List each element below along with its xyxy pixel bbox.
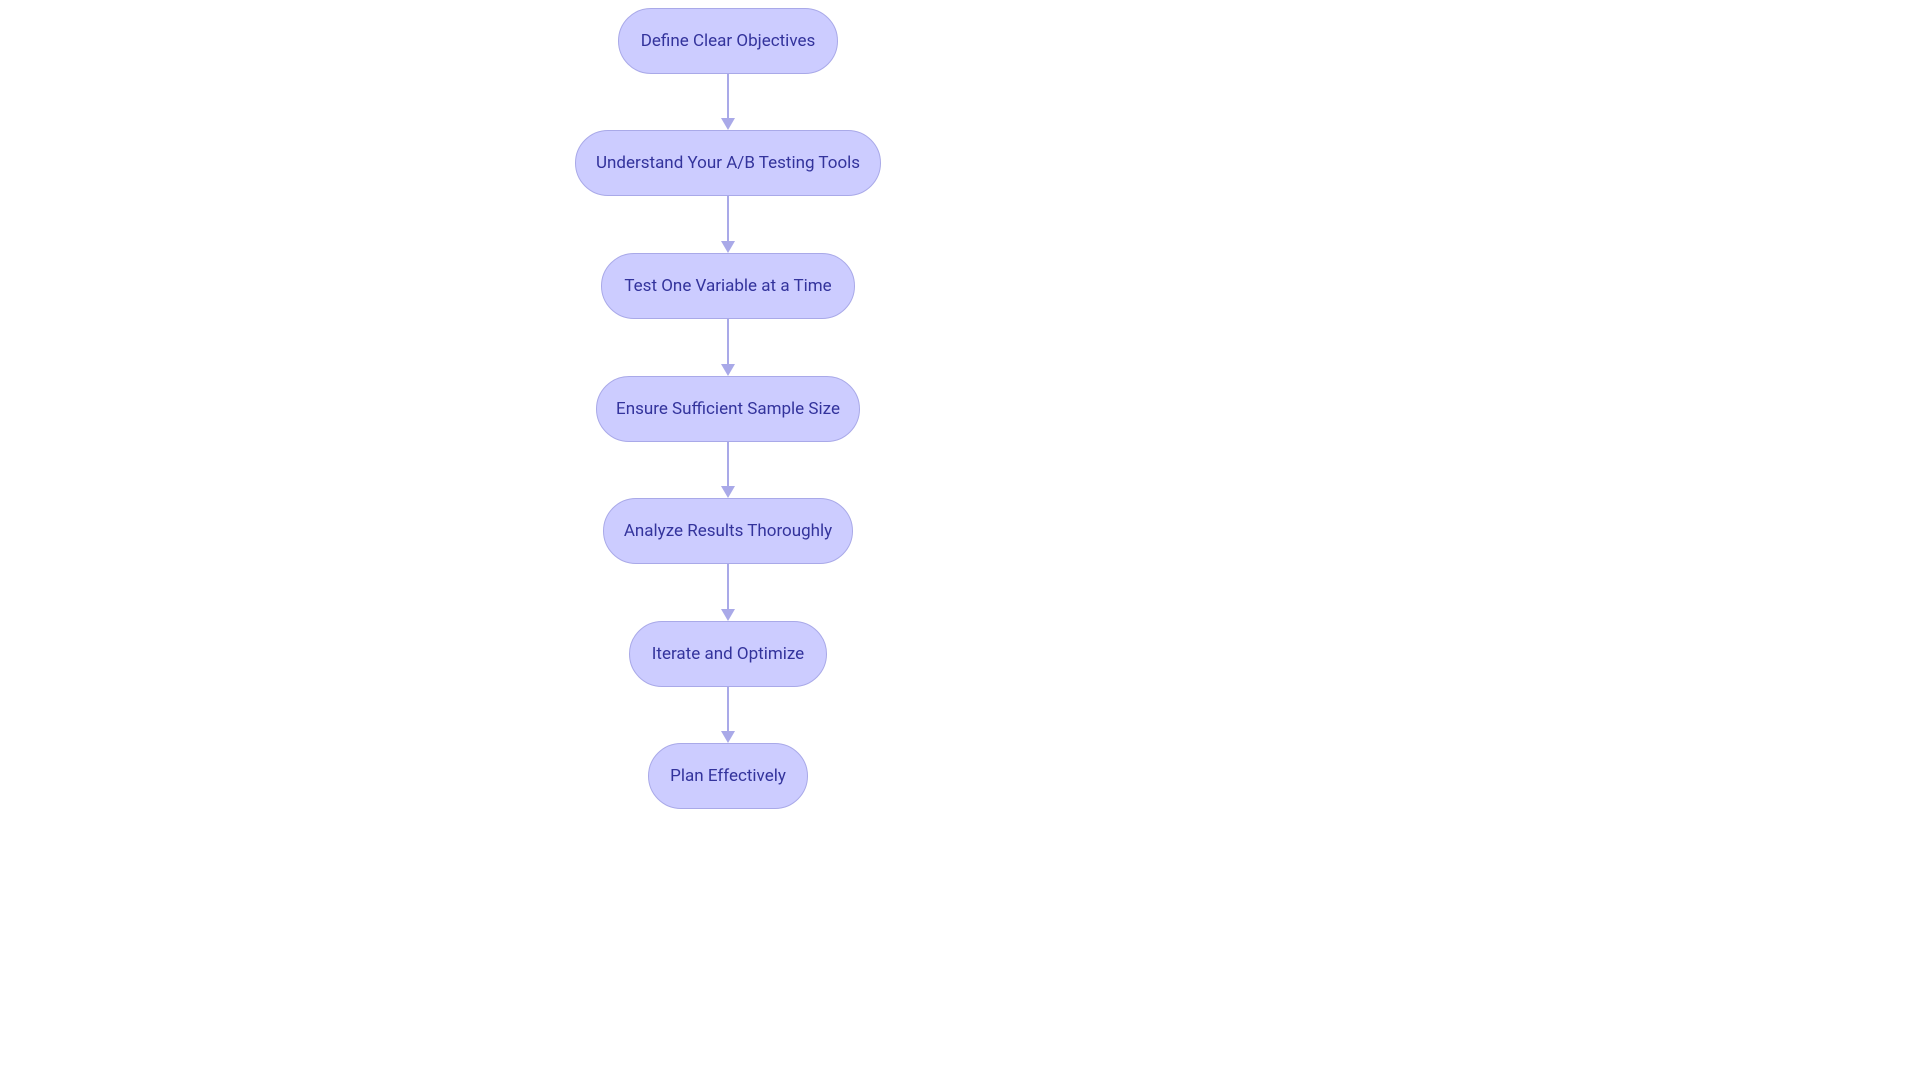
flowchart-edge-line	[727, 442, 729, 486]
flowchart-node: Iterate and Optimize	[629, 621, 827, 687]
flowchart-node-label: Analyze Results Thoroughly	[624, 521, 832, 541]
flowchart-arrowhead-icon	[721, 486, 735, 498]
flowchart-node: Define Clear Objectives	[618, 8, 838, 74]
flowchart-node-label: Test One Variable at a Time	[624, 276, 831, 296]
flowchart-node-label: Plan Effectively	[670, 766, 786, 786]
flowchart-node: Plan Effectively	[648, 743, 808, 809]
flowchart-edge	[721, 564, 735, 621]
flowchart-node-label: Iterate and Optimize	[652, 644, 804, 664]
flowchart-node: Understand Your A/B Testing Tools	[575, 130, 881, 196]
flowchart-edge-line	[727, 319, 729, 364]
flowchart-edge	[721, 319, 735, 376]
flowchart-arrowhead-icon	[721, 609, 735, 621]
flowchart-node: Analyze Results Thoroughly	[603, 498, 853, 564]
flowchart-arrowhead-icon	[721, 364, 735, 376]
flowchart-arrowhead-icon	[721, 241, 735, 253]
flowchart-canvas: Define Clear Objectives Understand Your A…	[0, 0, 1920, 1083]
flowchart-edge	[721, 687, 735, 743]
flowchart-edge-line	[727, 196, 729, 241]
flowchart-node: Ensure Sufficient Sample Size	[596, 376, 860, 442]
flowchart-edge	[721, 196, 735, 253]
flowchart-edge	[721, 74, 735, 130]
flowchart-arrowhead-icon	[721, 731, 735, 743]
flowchart-edge-line	[727, 564, 729, 609]
flowchart-edge	[721, 442, 735, 498]
flowchart-arrowhead-icon	[721, 118, 735, 130]
flowchart-edge-line	[727, 687, 729, 731]
flowchart-node-label: Ensure Sufficient Sample Size	[616, 399, 840, 419]
flowchart-edge-line	[727, 74, 729, 118]
flowchart-node: Test One Variable at a Time	[601, 253, 855, 319]
flowchart-node-label: Define Clear Objectives	[641, 31, 815, 51]
flowchart-node-label: Understand Your A/B Testing Tools	[596, 153, 860, 173]
